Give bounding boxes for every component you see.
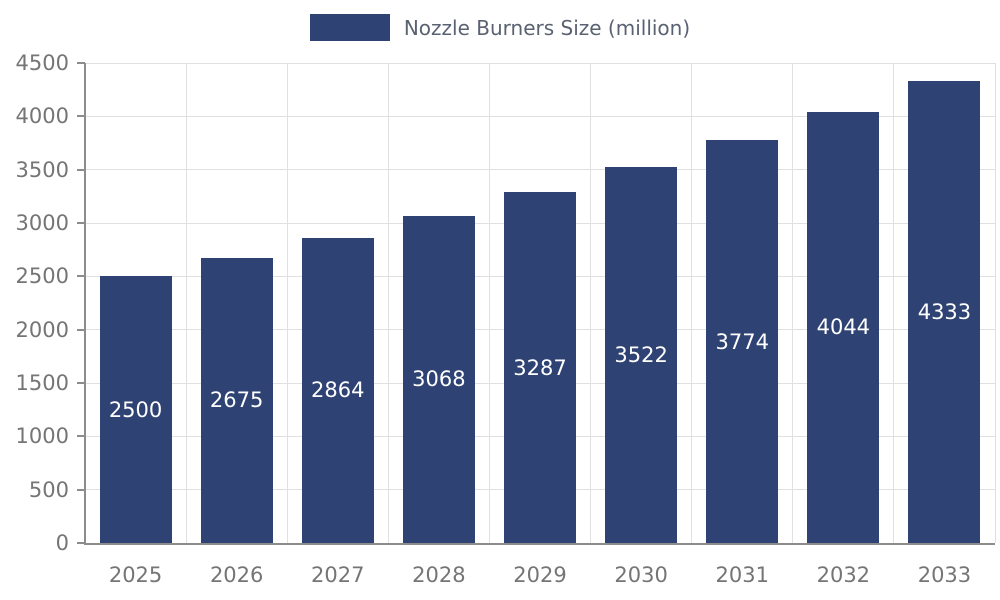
bar-value-label: 4044 [816, 315, 871, 340]
y-axis-tick [77, 488, 85, 491]
bar: 3774 [706, 140, 779, 543]
bar: 2675 [200, 257, 273, 543]
legend: Nozzle Burners Size (million) [0, 14, 1000, 41]
y-axis-label: 2000 [15, 317, 69, 342]
gridline-vertical [691, 63, 693, 543]
bar-value-label: 2500 [108, 397, 163, 422]
gridline-vertical [488, 63, 490, 543]
x-axis-label: 2027 [311, 563, 365, 587]
x-axis-label: 2026 [209, 563, 264, 587]
x-axis-label: 2030 [614, 563, 668, 587]
bar-value-label: 4333 [917, 299, 972, 324]
gridline-horizontal [85, 62, 995, 64]
gridline-horizontal [85, 115, 995, 117]
bar-value-label: 2864 [311, 378, 365, 403]
x-axis-line [84, 543, 995, 545]
bar: 3068 [402, 215, 475, 543]
x-axis-label: 2025 [108, 563, 163, 587]
legend-swatch [309, 14, 390, 41]
y-axis-label: 2500 [15, 264, 69, 289]
y-axis-tick [77, 435, 85, 438]
y-axis-tick [77, 542, 85, 544]
bar: 4044 [807, 111, 880, 543]
x-axis-label: 2032 [816, 563, 871, 587]
x-axis-label: 2028 [412, 563, 466, 587]
y-axis-tick [77, 115, 85, 118]
y-axis-tick [77, 382, 85, 384]
bar: 2500 [99, 276, 172, 543]
bar-value-label: 3774 [715, 329, 769, 354]
y-axis-tick [77, 328, 85, 331]
y-axis-label: 0 [55, 531, 69, 555]
bar-value-label: 3068 [412, 367, 466, 392]
y-axis-label: 3500 [15, 157, 69, 182]
gridline-vertical [387, 63, 389, 543]
x-axis-label: 2031 [715, 563, 769, 587]
bar: 4333 [908, 80, 981, 543]
x-axis-label: 2033 [917, 563, 972, 587]
y-axis-tick [77, 62, 85, 64]
gridline-vertical [185, 63, 187, 543]
gridline-horizontal [85, 169, 995, 171]
gridline-vertical [590, 63, 592, 543]
bar-value-label: 2675 [209, 388, 264, 413]
y-axis-label: 500 [28, 477, 69, 502]
y-axis-label: 1500 [15, 371, 69, 395]
gridline-vertical [893, 63, 895, 543]
gridline-vertical [994, 63, 996, 543]
y-axis-line [84, 63, 86, 545]
bar: 3287 [504, 192, 576, 543]
y-axis-tick [77, 168, 85, 171]
y-axis-tick [77, 275, 85, 278]
gridline-vertical [792, 63, 794, 543]
gridline-vertical [286, 63, 288, 543]
x-axis-label: 2029 [513, 563, 567, 587]
y-axis-label: 1000 [15, 424, 69, 449]
legend-label: Nozzle Burners Size (million) [403, 15, 691, 40]
y-axis-label: 4500 [15, 51, 69, 75]
bar-value-label: 3287 [513, 355, 567, 380]
y-axis-tick [77, 222, 85, 224]
y-axis-label: 4000 [15, 104, 69, 129]
bar: 3522 [605, 167, 678, 543]
y-axis-label: 3000 [15, 211, 69, 235]
bar-value-label: 3522 [614, 343, 668, 368]
bar: 2864 [301, 237, 374, 543]
